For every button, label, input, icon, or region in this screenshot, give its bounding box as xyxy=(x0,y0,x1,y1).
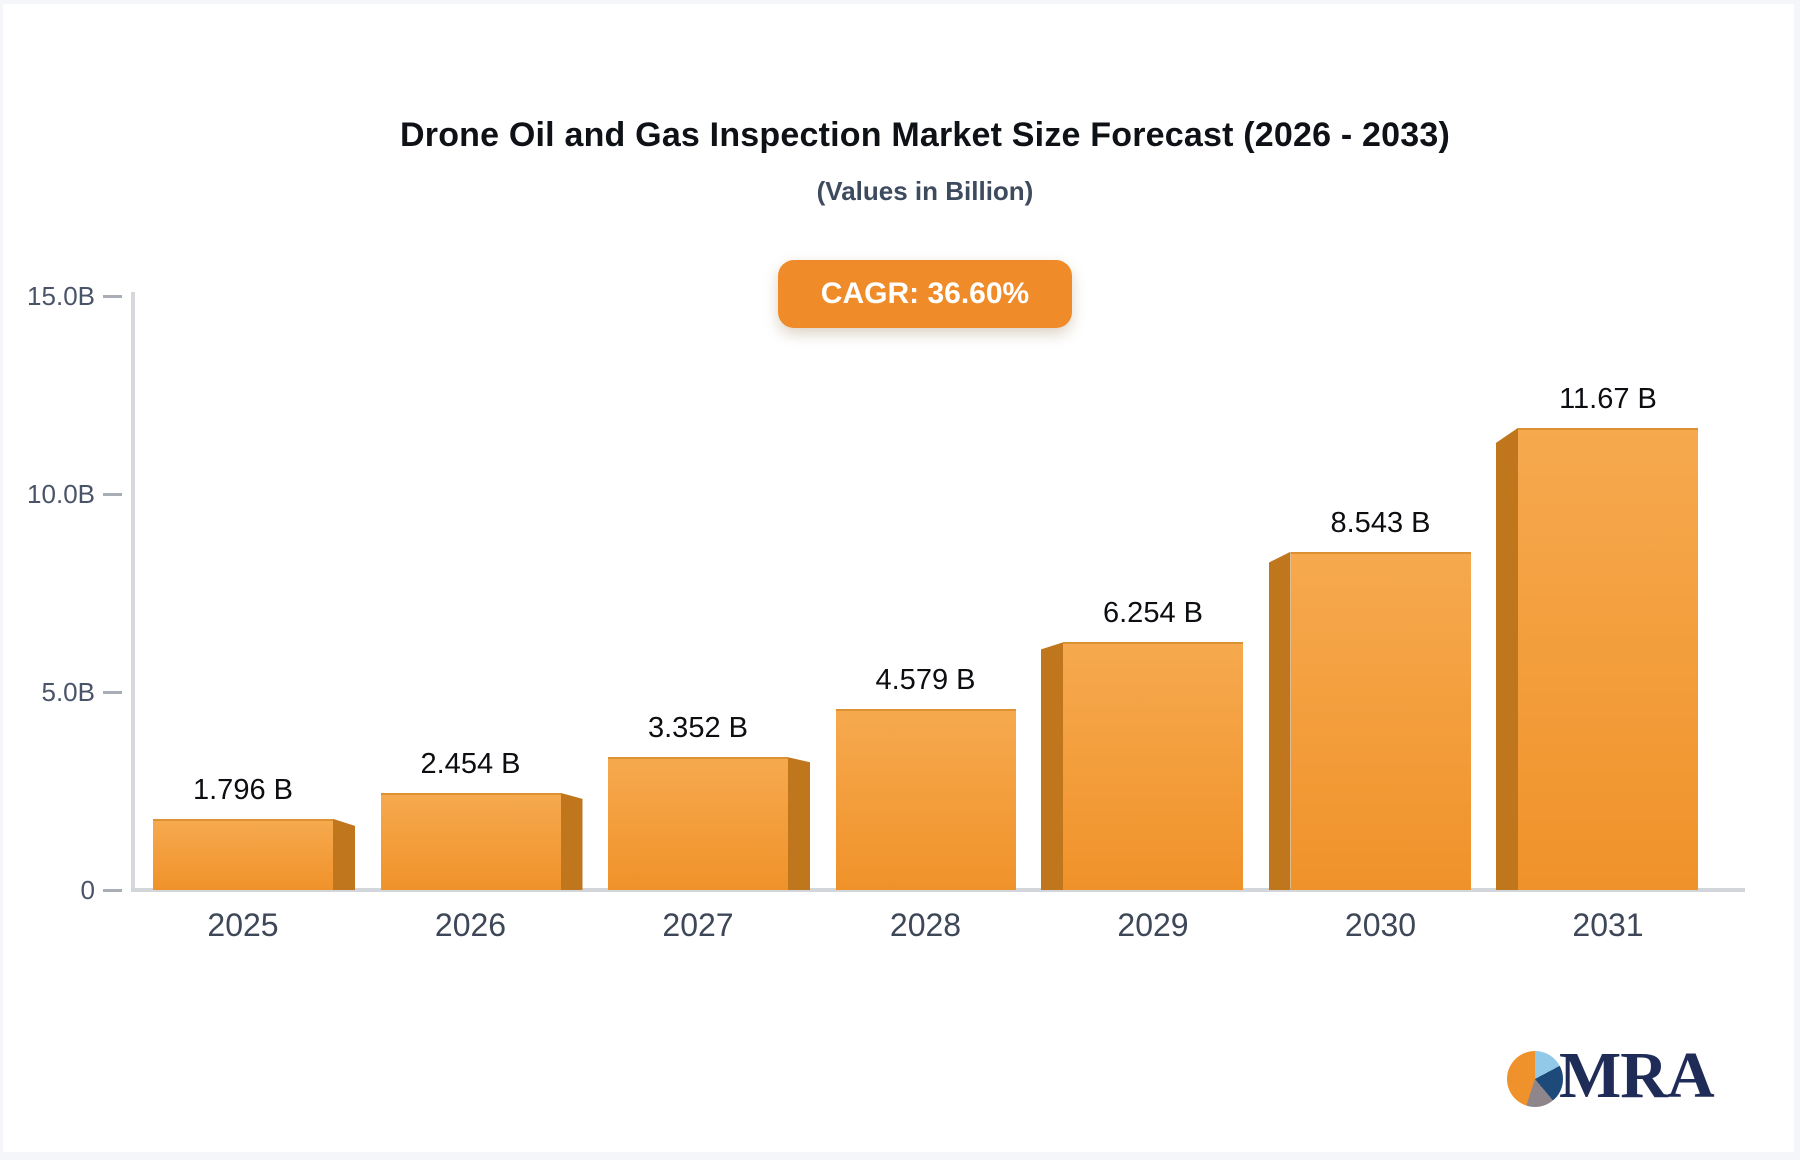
bar-value-label: 4.579 B xyxy=(875,663,976,696)
y-axis-tick-label: 15.0B xyxy=(27,281,95,311)
bar-2027 xyxy=(608,757,788,890)
cagr-badge: CAGR: 36.60% xyxy=(778,260,1072,328)
bar-2025 xyxy=(153,818,333,890)
bar-chart-plot: 15.0B 10.0B 5.0B 0 1.796 B 2025 2.454 B 2026 3.… xyxy=(3,4,1800,1160)
chart-subtitle: (Values in Billion) xyxy=(816,176,1034,206)
mra-logo: MRA xyxy=(1507,1036,1767,1116)
x-axis-label-2027: 2027 xyxy=(662,907,734,943)
x-axis-label-2029: 2029 xyxy=(1117,907,1189,943)
x-axis-label-2025: 2025 xyxy=(207,907,279,943)
bar-2030 xyxy=(1290,551,1471,890)
bar-3d-side xyxy=(333,818,355,890)
bar-2029 xyxy=(1063,642,1243,890)
y-axis-tick-mark xyxy=(103,493,122,496)
bar-2028 xyxy=(835,708,1016,890)
chart-card: Drone Oil and Gas Inspection Market Size… xyxy=(3,4,1794,1152)
y-axis-tick-mark xyxy=(103,889,122,892)
bar-2026 xyxy=(380,792,561,890)
y-axis-tick-label: 5.0B xyxy=(41,677,96,707)
bar-3d-side xyxy=(1041,642,1063,890)
y-axis-line xyxy=(131,292,135,892)
bar-3d-side xyxy=(560,792,583,890)
x-axis-label-2026: 2026 xyxy=(434,907,507,943)
bar-3d-side xyxy=(1268,551,1291,890)
chart-title: Drone Oil and Gas Inspection Market Size… xyxy=(400,116,1450,154)
x-axis-line xyxy=(131,888,1745,892)
bar-value-label: 11.67 B xyxy=(1559,382,1657,415)
y-axis-tick-label: 0 xyxy=(80,875,95,905)
bar-value-label: 8.543 B xyxy=(1330,506,1431,539)
bar-value-label: 1.796 B xyxy=(193,773,293,806)
bar-2031 xyxy=(1518,427,1698,890)
y-axis-tick-mark xyxy=(103,295,122,298)
bar-value-label: 3.352 B xyxy=(648,712,748,745)
x-axis-label-2028: 2028 xyxy=(889,907,962,943)
bar-3d-side xyxy=(1496,427,1518,890)
x-axis-label-2030: 2030 xyxy=(1344,907,1417,943)
pie-chart-logo-icon xyxy=(1507,1051,1563,1107)
y-axis-tick-label: 10.0B xyxy=(27,479,95,509)
bar-value-label: 6.254 B xyxy=(1103,597,1203,630)
bar-3d-side xyxy=(788,757,810,890)
bar-value-label: 2.454 B xyxy=(420,747,521,780)
x-axis-label-2031: 2031 xyxy=(1572,907,1644,943)
y-axis-tick-mark xyxy=(103,691,122,694)
cagr-badge-label: CAGR: 36.60% xyxy=(820,277,1030,310)
mra-logo-text: MRA xyxy=(1559,1039,1715,1112)
